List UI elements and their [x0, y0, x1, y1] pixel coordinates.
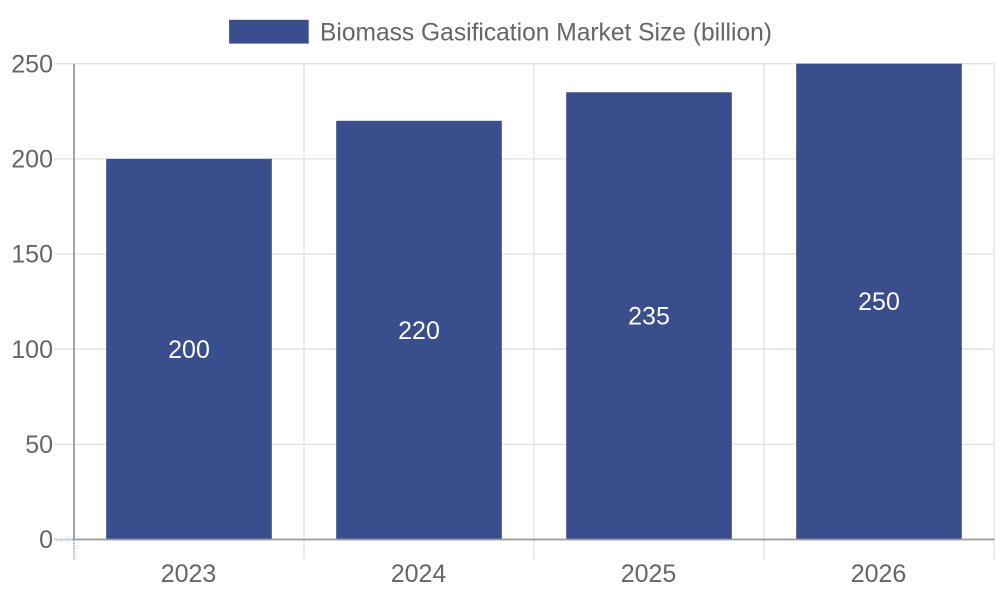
svg-text:250: 250 — [11, 50, 53, 78]
svg-text:2026: 2026 — [851, 560, 907, 588]
svg-text:200: 200 — [168, 336, 210, 364]
svg-text:150: 150 — [11, 241, 53, 269]
svg-text:220: 220 — [398, 317, 440, 345]
svg-text:0: 0 — [39, 526, 53, 554]
svg-text:50: 50 — [25, 431, 53, 459]
svg-text:200: 200 — [11, 146, 53, 174]
svg-text:235: 235 — [628, 303, 670, 331]
svg-text:250: 250 — [858, 288, 900, 316]
svg-text:2023: 2023 — [161, 560, 217, 588]
svg-text:100: 100 — [11, 336, 53, 364]
svg-text:2025: 2025 — [621, 560, 677, 588]
svg-text:2024: 2024 — [391, 560, 447, 588]
svg-text:Biomass Gasification Market Si: Biomass Gasification Market Size (billio… — [320, 18, 772, 46]
